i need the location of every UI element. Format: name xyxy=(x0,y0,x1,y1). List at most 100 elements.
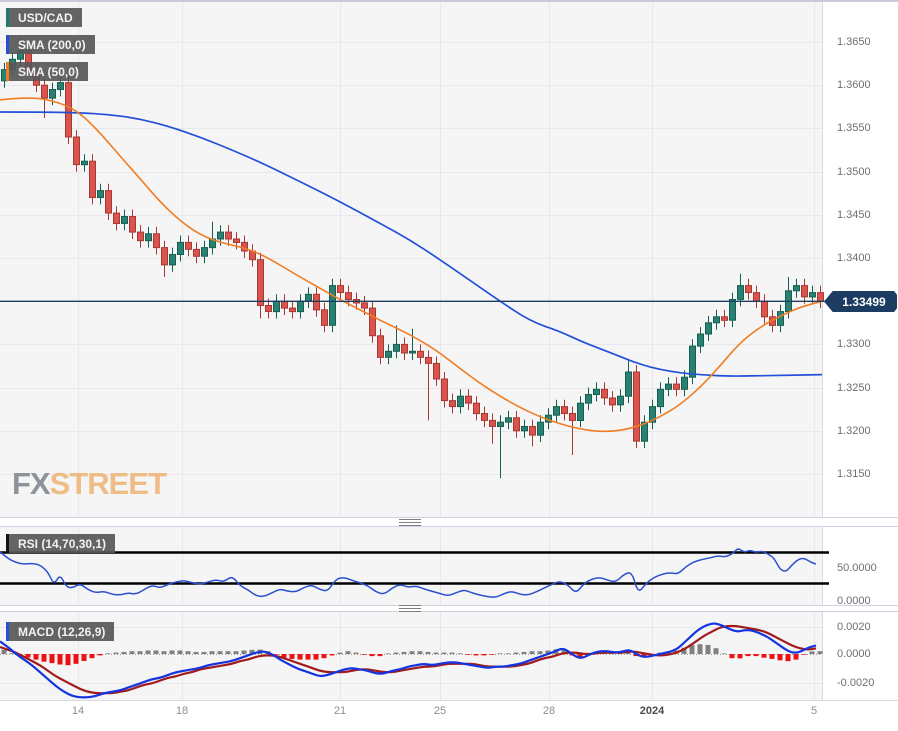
macd-color-bar xyxy=(6,622,9,641)
candle xyxy=(529,419,536,447)
candle xyxy=(801,278,808,304)
macd-panel[interactable] xyxy=(0,612,822,700)
symbol-label: USD/CAD xyxy=(9,8,82,27)
candle xyxy=(625,360,632,404)
symbol-color-bar xyxy=(6,8,9,27)
sma50-line xyxy=(0,97,823,433)
price-tick-label: 1.3500 xyxy=(837,166,871,178)
candle xyxy=(193,242,200,264)
sma200-color-bar xyxy=(6,35,9,54)
time-tick-label: 14 xyxy=(71,705,85,717)
candle xyxy=(689,339,696,385)
candle xyxy=(793,278,800,298)
candle xyxy=(97,183,104,205)
candle xyxy=(633,365,640,449)
candle xyxy=(385,344,392,365)
candle xyxy=(225,225,232,246)
candle xyxy=(561,399,568,421)
candle xyxy=(257,252,264,319)
candle xyxy=(657,382,664,414)
candle xyxy=(441,372,448,408)
price-tick-label: 1.3300 xyxy=(837,338,871,350)
candle xyxy=(641,415,648,449)
main-panel[interactable] xyxy=(0,2,822,517)
time-tick-label: 5 xyxy=(810,705,818,717)
candle xyxy=(489,413,496,444)
rsi-label: RSI (14,70,30,1) xyxy=(9,534,116,553)
candle xyxy=(697,327,704,353)
candle xyxy=(473,396,480,421)
sma200-line xyxy=(0,111,823,377)
macd-tick-label: 0.0000 xyxy=(837,648,871,660)
time-tick-label: 18 xyxy=(175,705,189,717)
candle xyxy=(569,406,576,455)
candle xyxy=(449,393,456,414)
macd-label: MACD (12,26,9) xyxy=(9,622,115,641)
candle xyxy=(313,287,320,317)
resize-grip-icon[interactable] xyxy=(399,519,421,526)
legend-chip-rsi[interactable]: RSI (14,70,30,1) xyxy=(6,534,116,553)
candle xyxy=(201,240,208,264)
time-tick-label: 25 xyxy=(433,705,447,717)
legend-chip-macd[interactable]: MACD (12,26,9) xyxy=(6,622,115,641)
candle xyxy=(417,344,424,365)
panel-separator-main-rsi[interactable] xyxy=(0,517,898,527)
rsi-tick-label: 0.0000 xyxy=(837,595,871,607)
candle xyxy=(609,391,616,412)
candle xyxy=(745,278,752,300)
legend-chip-sma200[interactable]: SMA (200,0) xyxy=(6,35,95,54)
candle xyxy=(153,226,160,255)
candle xyxy=(321,302,328,333)
candle xyxy=(345,285,352,307)
candle xyxy=(65,75,72,144)
candle xyxy=(465,389,472,411)
candle xyxy=(401,337,408,360)
price-tick-label: 1.3600 xyxy=(837,79,871,91)
price-tick-label: 1.3450 xyxy=(837,209,871,221)
candle xyxy=(681,370,688,397)
price-tick-label: 1.3650 xyxy=(837,36,871,48)
candles-layer xyxy=(1,37,824,479)
candle xyxy=(721,309,728,328)
rsi-tick-label: 50.0000 xyxy=(837,562,877,574)
price-tick-label: 1.3400 xyxy=(837,252,871,264)
candle xyxy=(705,315,712,341)
candle xyxy=(425,350,432,421)
candle xyxy=(369,301,376,343)
legend-chip-sma50[interactable]: SMA (50,0) xyxy=(6,62,88,81)
candle xyxy=(593,382,600,402)
time-tick-label: 2024 xyxy=(639,705,665,717)
candle xyxy=(145,226,152,248)
last-price-badge: 1.33499 xyxy=(824,291,897,312)
candle xyxy=(649,399,656,430)
candle xyxy=(433,356,440,386)
candle xyxy=(505,410,512,430)
candle xyxy=(121,209,128,231)
candle xyxy=(497,415,504,479)
candle xyxy=(673,377,680,397)
sma200-label: SMA (200,0) xyxy=(9,35,95,54)
price-tick-label: 1.3200 xyxy=(837,425,871,437)
candle xyxy=(537,415,544,442)
time-tick-label: 21 xyxy=(333,705,347,717)
candle xyxy=(729,292,736,328)
legend-chip-symbol[interactable]: USD/CAD xyxy=(6,8,82,27)
rsi-panel[interactable] xyxy=(0,527,822,605)
candle xyxy=(337,278,344,300)
macd-histogram xyxy=(1,644,823,666)
rsi-line xyxy=(0,548,817,598)
candle xyxy=(89,154,96,205)
candle xyxy=(521,419,528,438)
candle xyxy=(105,183,112,220)
candle xyxy=(161,240,168,277)
candle xyxy=(457,389,464,414)
candle xyxy=(617,389,624,412)
resize-grip-icon[interactable] xyxy=(399,605,421,612)
candle xyxy=(577,396,584,428)
panel-separator-rsi-macd[interactable] xyxy=(0,605,898,612)
candle xyxy=(377,328,384,365)
candle xyxy=(665,377,672,397)
price-tick-label: 1.3150 xyxy=(837,468,871,480)
